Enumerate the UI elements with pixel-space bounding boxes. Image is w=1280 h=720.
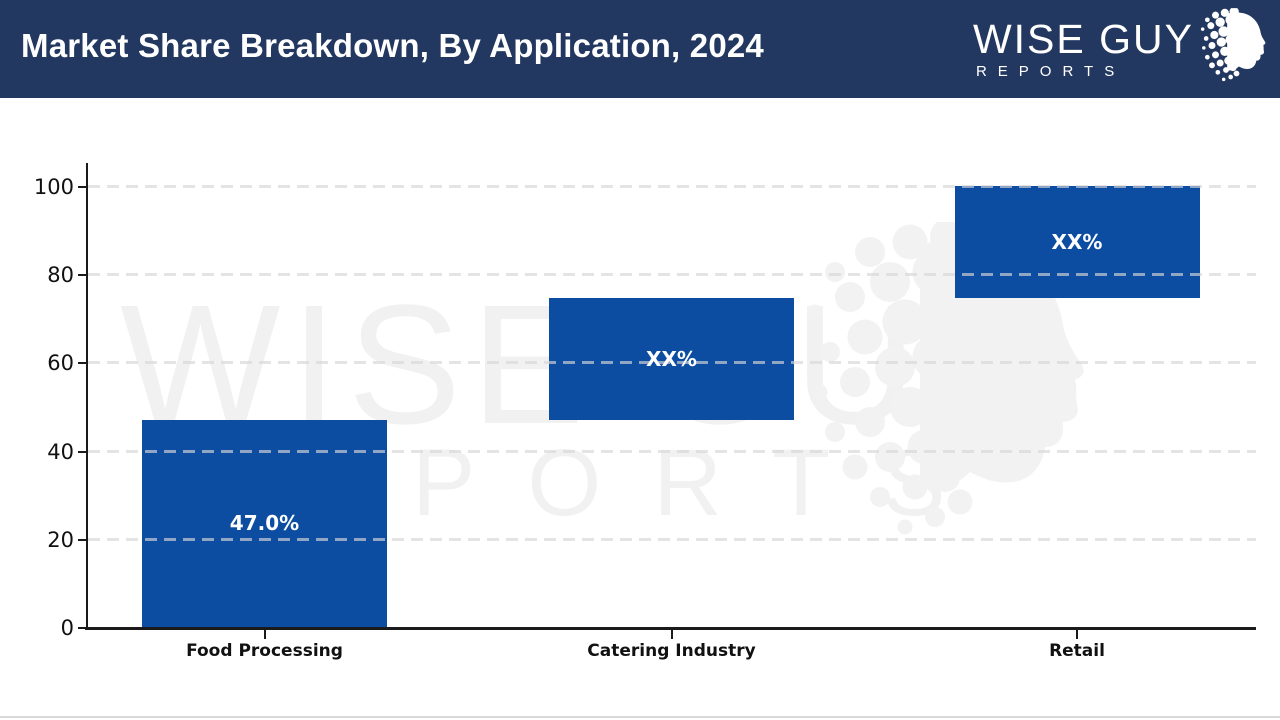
y-tick-label: 20 <box>47 527 74 552</box>
gridline <box>88 185 1256 188</box>
brand-head-icon <box>1198 8 1268 90</box>
bar-retail <box>954 186 1200 298</box>
plot-area: 0 20 40 60 80 100 47.0% XX% XX% Food Processing Ca… <box>0 98 1280 720</box>
gridline <box>88 273 1256 277</box>
bar-value-label: 47.0% <box>229 511 300 536</box>
x-axis-line <box>85 627 1256 630</box>
x-tick-label: Catering Industry <box>587 641 756 661</box>
y-tick-label: 60 <box>47 351 74 376</box>
brand-name: WISE GUY <box>972 16 1194 62</box>
y-tick-mark <box>78 274 86 277</box>
y-tick-mark <box>78 538 86 541</box>
y-tick-mark <box>78 450 86 453</box>
bar-value-label: XX% <box>1051 230 1103 254</box>
header-bar: Market Share Breakdown, By Application, … <box>0 0 1280 98</box>
gridline <box>88 449 1256 453</box>
x-tick-label: Retail <box>1049 641 1105 661</box>
brand-logo: WISE GUY REPORTS <box>973 6 1268 92</box>
y-tick-mark <box>78 362 86 365</box>
x-tick-mark <box>263 630 266 639</box>
y-axis-line <box>86 163 88 630</box>
y-tick-label: 40 <box>47 439 74 464</box>
x-tick-mark <box>1076 630 1078 639</box>
brand-subtitle: REPORTS <box>975 63 1126 80</box>
y-tick-label: 80 <box>47 263 74 288</box>
x-tick-label: Food Processing <box>186 641 343 661</box>
y-tick-label: 100 <box>33 175 74 199</box>
y-tick-label: 0 <box>60 616 74 640</box>
bar-food-processing <box>142 419 387 627</box>
bar-catering-industry <box>549 298 794 420</box>
bottom-divider <box>0 716 1280 718</box>
brand-logo-text: WISE GUY REPORTS <box>972 16 1194 80</box>
bar-value-label: XX% <box>646 346 697 371</box>
x-tick-mark <box>670 630 673 639</box>
y-tick-mark <box>78 186 86 188</box>
chart-title: Market Share Breakdown, By Application, … <box>21 27 764 64</box>
y-tick-mark <box>78 627 86 629</box>
gridline <box>88 537 1256 541</box>
gridline <box>88 361 1256 365</box>
